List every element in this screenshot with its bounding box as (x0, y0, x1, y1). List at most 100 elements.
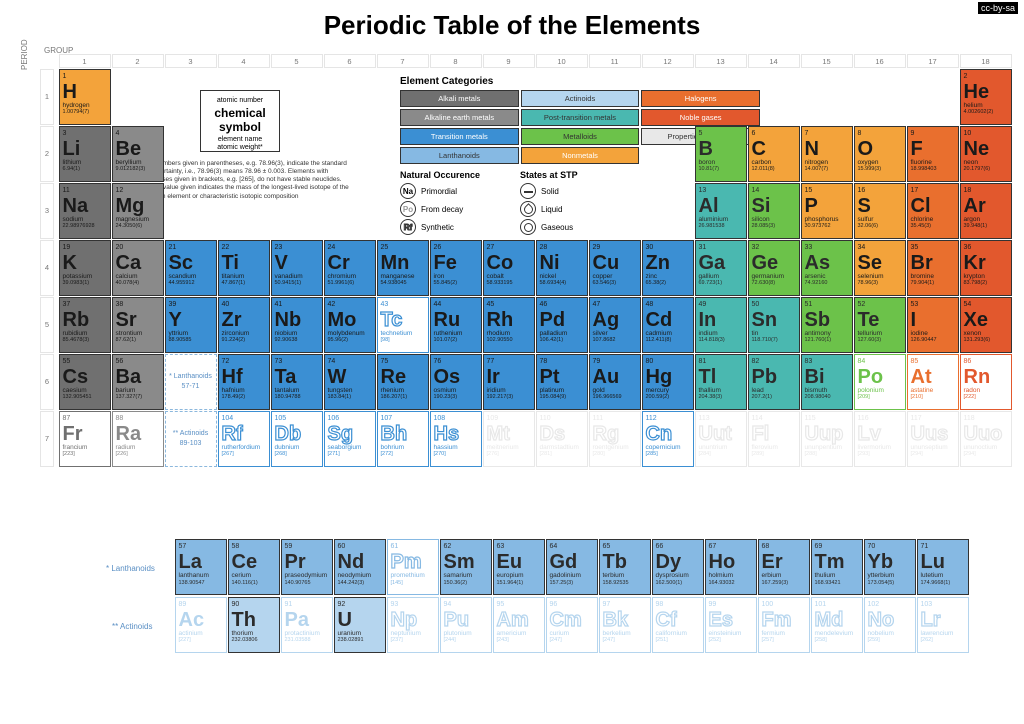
group-header: 15 (801, 54, 853, 68)
element-Es: 99Eseinsteinium[252] (705, 597, 757, 653)
element-Cu: 29Cucopper63.546(3) (589, 240, 641, 296)
element-Rf: 104Rfrutherfordium[267] (218, 411, 270, 467)
group-header: 11 (589, 54, 641, 68)
element-Hs: 108Hshassium[270] (430, 411, 482, 467)
element-Pt: 78Ptplatinum195.084(9) (536, 354, 588, 410)
element-Tm: 69Tmthulium168.93421 (811, 539, 863, 595)
element-Kr: 36Krkrypton83.798(2) (960, 240, 1012, 296)
element-Nb: 41Nbniobium92.90638 (271, 297, 323, 353)
page-title: Periodic Table of the Elements (0, 0, 1024, 47)
element-Ta: 73Tatantalum180.94788 (271, 354, 323, 410)
element-La: 57Lalanthanum138.90547 (175, 539, 227, 595)
group-header: 4 (218, 54, 270, 68)
element-Pd: 46Pdpalladium106.42(1) (536, 297, 588, 353)
lanthanoid-placeholder: * Lanthanoids 57-71 (165, 354, 217, 410)
element-Am: 95Amamericium[243] (493, 597, 545, 653)
element-Pu: 94Puplutonium[244] (440, 597, 492, 653)
group-header: 12 (642, 54, 694, 68)
element-Ag: 47Agsilver107.8682 (589, 297, 641, 353)
element-As: 33Asarsenic74.92160 (801, 240, 853, 296)
element-Sn: 50Sntin118.710(7) (748, 297, 800, 353)
element-Hf: 72Hfhafnium178.49(2) (218, 354, 270, 410)
element-Te: 52Tetellurium127.60(3) (854, 297, 906, 353)
group-header: 2 (112, 54, 164, 68)
element-Pa: 91Paprotactinium231.03588 (281, 597, 333, 653)
element-Er: 68Ererbium167.259(3) (758, 539, 810, 595)
element-Hg: 80Hgmercury200.59(2) (642, 354, 694, 410)
element-Rn: 86Rnradon[222] (960, 354, 1012, 410)
group-header: 17 (907, 54, 959, 68)
group-header: 14 (748, 54, 800, 68)
period-header: 6 (40, 354, 54, 410)
element-Bi: 83Bibismuth208.98040 (801, 354, 853, 410)
element-Fl: 114Flflerovium[289] (748, 411, 800, 467)
element-Ca: 20Cacalcium40.078(4) (112, 240, 164, 296)
element-Bk: 97Bkberkelium[247] (599, 597, 651, 653)
element-N: 7Nnitrogen14.007(7) (801, 126, 853, 182)
period-header: 4 (40, 240, 54, 296)
element-P: 15Pphosphorus30.973762 (801, 183, 853, 239)
element-H: 1Hhydrogen1.00794(7) (59, 69, 111, 125)
element-Lr: 103Lrlawrencium[262] (917, 597, 969, 653)
element-Lu: 71Lulutetium174.9668(1) (917, 539, 969, 595)
group-header: 8 (430, 54, 482, 68)
element-Ne: 10Neneon20.1797(6) (960, 126, 1012, 182)
element-Gd: 64Gdgadolinium157.25(3) (546, 539, 598, 595)
lanthanoid-label: * Lanthanoids (106, 564, 155, 573)
element-Xe: 54Xexenon131.293(6) (960, 297, 1012, 353)
element-Ra: 88Raradium[226] (112, 411, 164, 467)
element-Li: 3Lilithium6.94(1) (59, 126, 111, 182)
element-Al: 13Alaluminium26.981538 (695, 183, 747, 239)
element-Ce: 58Cecerium140.116(1) (228, 539, 280, 595)
element-Cm: 96Cmcurium[247] (546, 597, 598, 653)
element-Ac: 89Acactinium[227] (175, 597, 227, 653)
element-Na: 11Nasodium22.98976928 (59, 183, 111, 239)
element-B: 5Bboron10.81(7) (695, 126, 747, 182)
element-Mt: 109Mtmeitnerium[276] (483, 411, 535, 467)
element-Uup: 115Uupununpentium[288] (801, 411, 853, 467)
element-Re: 75Rerhenium186.207(1) (377, 354, 429, 410)
element-S: 16Ssulfur32.06(6) (854, 183, 906, 239)
element-Pb: 82Pblead207.2(1) (748, 354, 800, 410)
element-Ge: 32Gegermanium72.630(8) (748, 240, 800, 296)
element-Sg: 106Sgseaborgium[271] (324, 411, 376, 467)
element-Uuo: 118Uuoununoctium[294] (960, 411, 1012, 467)
element-Cd: 48Cdcadmium112.411(8) (642, 297, 694, 353)
element-Cs: 55Cscaesium132.905451 (59, 354, 111, 410)
actinoid-placeholder: ** Actinoids 89-103 (165, 411, 217, 467)
element-Db: 105Dbdubnium[268] (271, 411, 323, 467)
element-Sr: 38Srstrontium87.62(1) (112, 297, 164, 353)
element-Ti: 22Tititanium47.867(1) (218, 240, 270, 296)
element-Ds: 110Dsdarmstadtium[281] (536, 411, 588, 467)
period-header: 5 (40, 297, 54, 353)
license-badge: cc-by-sa (978, 2, 1018, 14)
element-Sm: 62Smsamarium150.36(2) (440, 539, 492, 595)
element-Ho: 67Hoholmium164.93032 (705, 539, 757, 595)
element-In: 49Inindium114.818(3) (695, 297, 747, 353)
element-Ni: 28Ninickel58.6934(4) (536, 240, 588, 296)
group-header: 16 (854, 54, 906, 68)
element-Ir: 77Iriridium192.217(3) (483, 354, 535, 410)
element-Be: 4Beberyllium9.012182(3) (112, 126, 164, 182)
element-Rb: 37Rbrubidium85.4678(3) (59, 297, 111, 353)
element-Po: 84Popolonium[209] (854, 354, 906, 410)
element-Uut: 113Uutununtrium[284] (695, 411, 747, 467)
element-Se: 34Seselenium78.96(3) (854, 240, 906, 296)
element-Cn: 112Cncopernicium[285] (642, 411, 694, 467)
element-At: 85Atastatine[210] (907, 354, 959, 410)
group-header: 5 (271, 54, 323, 68)
element-Zr: 40Zrzirconium91.224(2) (218, 297, 270, 353)
axis-period-label: Period (20, 39, 29, 70)
element-Pr: 59Prpraseodymium140.90765 (281, 539, 333, 595)
f-block: 57Lalanthanum138.9054758Cecerium140.116(… (174, 538, 969, 654)
element-Mo: 42Momolybdenum95.96(2) (324, 297, 376, 353)
element-Zn: 30Znzinc65.38(2) (642, 240, 694, 296)
element-Md: 101Mdmendelevium[258] (811, 597, 863, 653)
element-Si: 14Sisilicon28.085(3) (748, 183, 800, 239)
group-header: 7 (377, 54, 429, 68)
element-Pm: 61Pmpromethium[145] (387, 539, 439, 595)
element-Cr: 24Crchromium51.9961(6) (324, 240, 376, 296)
element-Rg: 111Rgroentgenium[280] (589, 411, 641, 467)
actinoid-label: ** Actinoids (112, 622, 152, 631)
element-Tb: 65Tbterbium158.92535 (599, 539, 651, 595)
